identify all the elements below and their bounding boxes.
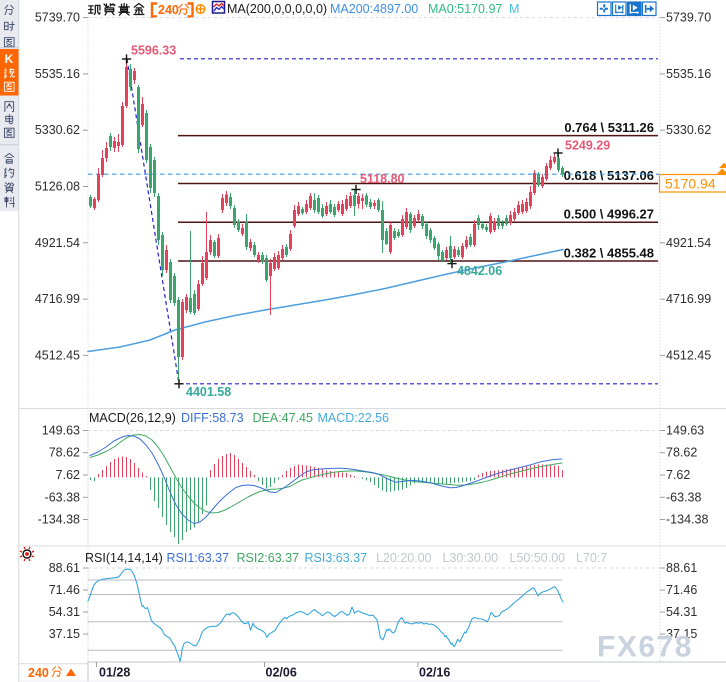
- svg-text:MA0:5170.97: MA0:5170.97: [428, 2, 502, 16]
- svg-text:5170.94: 5170.94: [665, 176, 716, 192]
- svg-text:RSI1:63.37: RSI1:63.37: [167, 551, 230, 565]
- svg-text:MACD(26,12,9): MACD(26,12,9): [89, 411, 176, 425]
- svg-text:240: 240: [158, 3, 179, 17]
- svg-text:78.62: 78.62: [666, 446, 697, 460]
- svg-text:RSI3:63.37: RSI3:63.37: [305, 551, 368, 565]
- svg-text:-63.38: -63.38: [666, 490, 701, 504]
- svg-text:5535.16: 5535.16: [666, 67, 711, 81]
- svg-text:0.618 \ 5137.06: 0.618 \ 5137.06: [564, 168, 654, 183]
- svg-text:5596.33: 5596.33: [131, 44, 176, 58]
- svg-text:5118.80: 5118.80: [360, 172, 405, 186]
- svg-text:71.46: 71.46: [666, 583, 697, 597]
- svg-text:88.61: 88.61: [666, 561, 697, 575]
- svg-text:L50:50.00: L50:50.00: [510, 551, 566, 565]
- svg-text:54.31: 54.31: [49, 605, 80, 619]
- svg-text:L20:20.00: L20:20.00: [376, 551, 432, 565]
- svg-text:37.15: 37.15: [49, 627, 80, 641]
- svg-text:71.46: 71.46: [49, 583, 80, 597]
- svg-text:-134.38: -134.38: [666, 513, 708, 527]
- svg-text:MA200:4897.00: MA200:4897.00: [330, 2, 418, 16]
- svg-text:37.15: 37.15: [666, 627, 697, 641]
- svg-text:0.764 \ 5311.26: 0.764 \ 5311.26: [564, 120, 654, 135]
- svg-text:4716.99: 4716.99: [35, 292, 80, 306]
- svg-text:4921.54: 4921.54: [666, 236, 711, 250]
- svg-text:5330.62: 5330.62: [666, 123, 711, 137]
- svg-text:4512.45: 4512.45: [666, 348, 711, 362]
- svg-text:-63.38: -63.38: [45, 490, 80, 504]
- svg-text:149.63: 149.63: [42, 424, 80, 438]
- svg-text:7.62: 7.62: [56, 468, 80, 482]
- svg-text:5126.08: 5126.08: [35, 180, 80, 194]
- svg-text:240: 240: [28, 666, 49, 680]
- svg-text:54.31: 54.31: [666, 605, 697, 619]
- svg-text:FX678: FX678: [597, 631, 693, 664]
- svg-text:4401.58: 4401.58: [186, 385, 231, 399]
- svg-text:M: M: [509, 2, 519, 16]
- svg-text:DIFF:58.73: DIFF:58.73: [181, 411, 244, 425]
- svg-text:4921.54: 4921.54: [35, 236, 80, 250]
- svg-text:5739.70: 5739.70: [666, 11, 711, 25]
- svg-text:78.62: 78.62: [49, 446, 80, 460]
- svg-text:02/16: 02/16: [419, 666, 450, 680]
- svg-text:5739.70: 5739.70: [35, 11, 80, 25]
- svg-text:K: K: [5, 52, 14, 66]
- svg-text:88.61: 88.61: [49, 561, 80, 575]
- svg-text:0.500 \ 4996.27: 0.500 \ 4996.27: [564, 207, 654, 222]
- svg-text:5249.29: 5249.29: [565, 139, 610, 153]
- svg-text:-134.38: -134.38: [38, 513, 80, 527]
- svg-text:DEA:47.45: DEA:47.45: [253, 411, 314, 425]
- svg-text:4512.45: 4512.45: [35, 348, 80, 362]
- svg-text:L30:30.00: L30:30.00: [443, 551, 499, 565]
- svg-text:149.63: 149.63: [666, 424, 704, 438]
- svg-text:L70:7: L70:7: [576, 551, 607, 565]
- svg-text:4716.99: 4716.99: [666, 292, 711, 306]
- svg-text:MA(200,0,0,0,0,0): MA(200,0,0,0,0,0): [227, 2, 327, 16]
- svg-text:7.62: 7.62: [666, 468, 690, 482]
- svg-text:4842.06: 4842.06: [457, 264, 502, 278]
- svg-text:0.382 \ 4855.48: 0.382 \ 4855.48: [564, 246, 654, 261]
- svg-text:RSI2:63.37: RSI2:63.37: [237, 551, 300, 565]
- svg-text:01/28: 01/28: [99, 666, 130, 680]
- svg-text:5535.16: 5535.16: [35, 67, 80, 81]
- svg-text:5330.62: 5330.62: [35, 123, 80, 137]
- svg-text:RSI(14,14,14): RSI(14,14,14): [85, 551, 163, 565]
- svg-text:02/06: 02/06: [266, 666, 297, 680]
- svg-text:MACD:22.56: MACD:22.56: [318, 411, 390, 425]
